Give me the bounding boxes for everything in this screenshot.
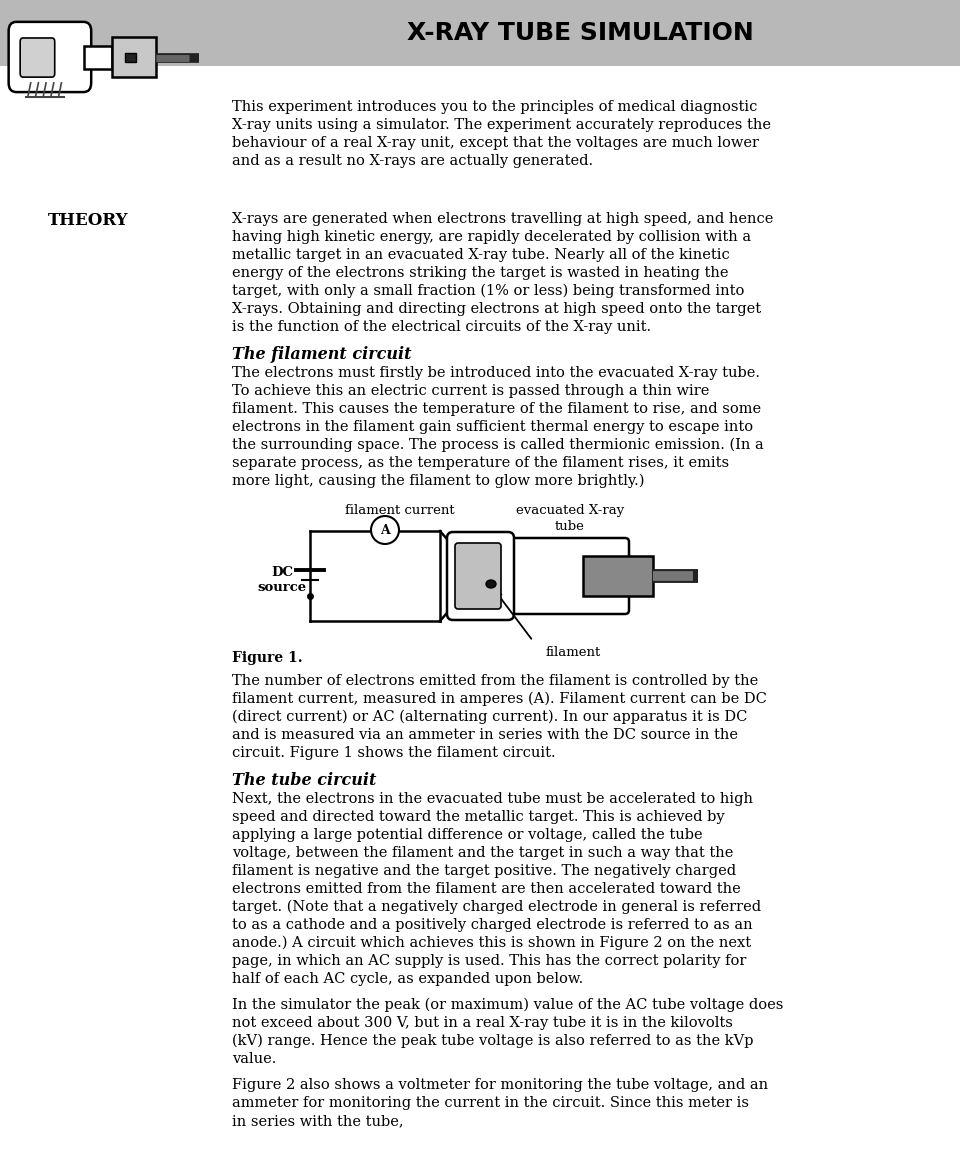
FancyBboxPatch shape — [583, 556, 653, 596]
Text: DC: DC — [271, 566, 293, 579]
Text: (direct current) or AC (alternating current). In our apparatus it is DC: (direct current) or AC (alternating curr… — [232, 710, 748, 724]
Text: is the function of the electrical circuits of the X-ray unit.: is the function of the electrical circui… — [232, 320, 651, 334]
Text: X-rays. Obtaining and directing electrons at high speed onto the target: X-rays. Obtaining and directing electron… — [232, 302, 761, 317]
Text: in series with the tube,: in series with the tube, — [232, 1114, 403, 1128]
Circle shape — [371, 516, 399, 544]
Text: voltage, between the filament and the target in such a way that the: voltage, between the filament and the ta… — [232, 846, 733, 860]
Text: anode.) A circuit which achieves this is shown in Figure 2 on the next: anode.) A circuit which achieves this is… — [232, 936, 751, 951]
FancyBboxPatch shape — [9, 22, 91, 92]
Text: In the simulator the peak (or maximum) value of the AC tube voltage does: In the simulator the peak (or maximum) v… — [232, 998, 783, 1013]
Text: page, in which an AC supply is used. This has the correct polarity for: page, in which an AC supply is used. Thi… — [232, 954, 746, 968]
FancyBboxPatch shape — [84, 46, 112, 69]
Text: value.: value. — [232, 1052, 276, 1066]
Text: tube: tube — [555, 520, 585, 533]
Text: electrons in the filament gain sufficient thermal energy to escape into: electrons in the filament gain sufficien… — [232, 420, 754, 434]
Text: X-RAY TUBE SIMULATION: X-RAY TUBE SIMULATION — [407, 21, 754, 45]
Ellipse shape — [486, 580, 496, 588]
Text: circuit. Figure 1 shows the filament circuit.: circuit. Figure 1 shows the filament cir… — [232, 746, 556, 760]
Text: filament is negative and the target positive. The negatively charged: filament is negative and the target posi… — [232, 864, 736, 878]
Bar — [125, 53, 136, 62]
FancyBboxPatch shape — [447, 532, 514, 620]
Text: ammeter for monitoring the current in the circuit. Since this meter is: ammeter for monitoring the current in th… — [232, 1096, 749, 1110]
Text: filament current, measured in amperes (A). Filament current can be DC: filament current, measured in amperes (A… — [232, 692, 767, 707]
Text: X-rays are generated when electrons travelling at high speed, and hence: X-rays are generated when electrons trav… — [232, 212, 774, 226]
Text: Next, the electrons in the evacuated tube must be accelerated to high: Next, the electrons in the evacuated tub… — [232, 792, 753, 806]
Text: to as a cathode and a positively charged electrode is referred to as an: to as a cathode and a positively charged… — [232, 918, 753, 932]
Text: not exceed about 300 V, but in a real X-ray tube it is in the kilovolts: not exceed about 300 V, but in a real X-… — [232, 1016, 732, 1030]
Text: filament: filament — [545, 646, 601, 660]
Text: filament. This causes the temperature of the filament to rise, and some: filament. This causes the temperature of… — [232, 402, 761, 416]
Text: (kV) range. Hence the peak tube voltage is also referred to as the kVp: (kV) range. Hence the peak tube voltage … — [232, 1034, 754, 1049]
Text: The electrons must firstly be introduced into the evacuated X-ray tube.: The electrons must firstly be introduced… — [232, 366, 760, 380]
Text: Figure 1.: Figure 1. — [232, 651, 302, 665]
Text: energy of the electrons striking the target is wasted in heating the: energy of the electrons striking the tar… — [232, 266, 729, 280]
Text: behaviour of a real X-ray unit, except that the voltages are much lower: behaviour of a real X-ray unit, except t… — [232, 136, 759, 150]
Text: speed and directed toward the metallic target. This is achieved by: speed and directed toward the metallic t… — [232, 810, 725, 824]
Text: applying a large potential difference or voltage, called the tube: applying a large potential difference or… — [232, 828, 703, 843]
Text: half of each AC cycle, as expanded upon below.: half of each AC cycle, as expanded upon … — [232, 971, 584, 986]
Text: filament current: filament current — [346, 504, 455, 517]
Text: The filament circuit: The filament circuit — [232, 346, 412, 363]
Text: and as a result no X-rays are actually generated.: and as a result no X-rays are actually g… — [232, 154, 593, 168]
Text: the surrounding space. The process is called thermionic emission. (In a: the surrounding space. The process is ca… — [232, 439, 764, 452]
Text: source: source — [257, 581, 306, 594]
Text: separate process, as the temperature of the filament rises, it emits: separate process, as the temperature of … — [232, 456, 730, 470]
Text: metallic target in an evacuated X-ray tube. Nearly all of the kinetic: metallic target in an evacuated X-ray tu… — [232, 247, 730, 262]
Text: target. (Note that a negatively charged electrode in general is referred: target. (Note that a negatively charged … — [232, 900, 761, 914]
Text: target, with only a small fraction (1% or less) being transformed into: target, with only a small fraction (1% o… — [232, 284, 744, 298]
FancyBboxPatch shape — [455, 543, 501, 609]
Text: electrons emitted from the filament are then accelerated toward the: electrons emitted from the filament are … — [232, 882, 741, 895]
Text: more light, causing the filament to glow more brightly.): more light, causing the filament to glow… — [232, 474, 644, 488]
Text: THEORY: THEORY — [48, 212, 129, 229]
FancyBboxPatch shape — [0, 0, 960, 66]
Text: A: A — [380, 524, 390, 536]
Text: The tube circuit: The tube circuit — [232, 772, 376, 788]
Text: X-ray units using a simulator. The experiment accurately reproduces the: X-ray units using a simulator. The exper… — [232, 119, 771, 132]
Text: and is measured via an ammeter in series with the DC source in the: and is measured via an ammeter in series… — [232, 727, 738, 742]
FancyBboxPatch shape — [501, 538, 629, 613]
Text: Figure 2 also shows a voltmeter for monitoring the tube voltage, and an: Figure 2 also shows a voltmeter for moni… — [232, 1078, 768, 1092]
Text: This experiment introduces you to the principles of medical diagnostic: This experiment introduces you to the pr… — [232, 100, 757, 114]
Text: having high kinetic energy, are rapidly decelerated by collision with a: having high kinetic energy, are rapidly … — [232, 230, 751, 244]
Text: The number of electrons emitted from the filament is controlled by the: The number of electrons emitted from the… — [232, 674, 758, 688]
Text: To achieve this an electric current is passed through a thin wire: To achieve this an electric current is p… — [232, 384, 709, 398]
Text: evacuated X-ray: evacuated X-ray — [516, 504, 624, 517]
FancyBboxPatch shape — [112, 37, 156, 77]
FancyBboxPatch shape — [20, 38, 55, 77]
